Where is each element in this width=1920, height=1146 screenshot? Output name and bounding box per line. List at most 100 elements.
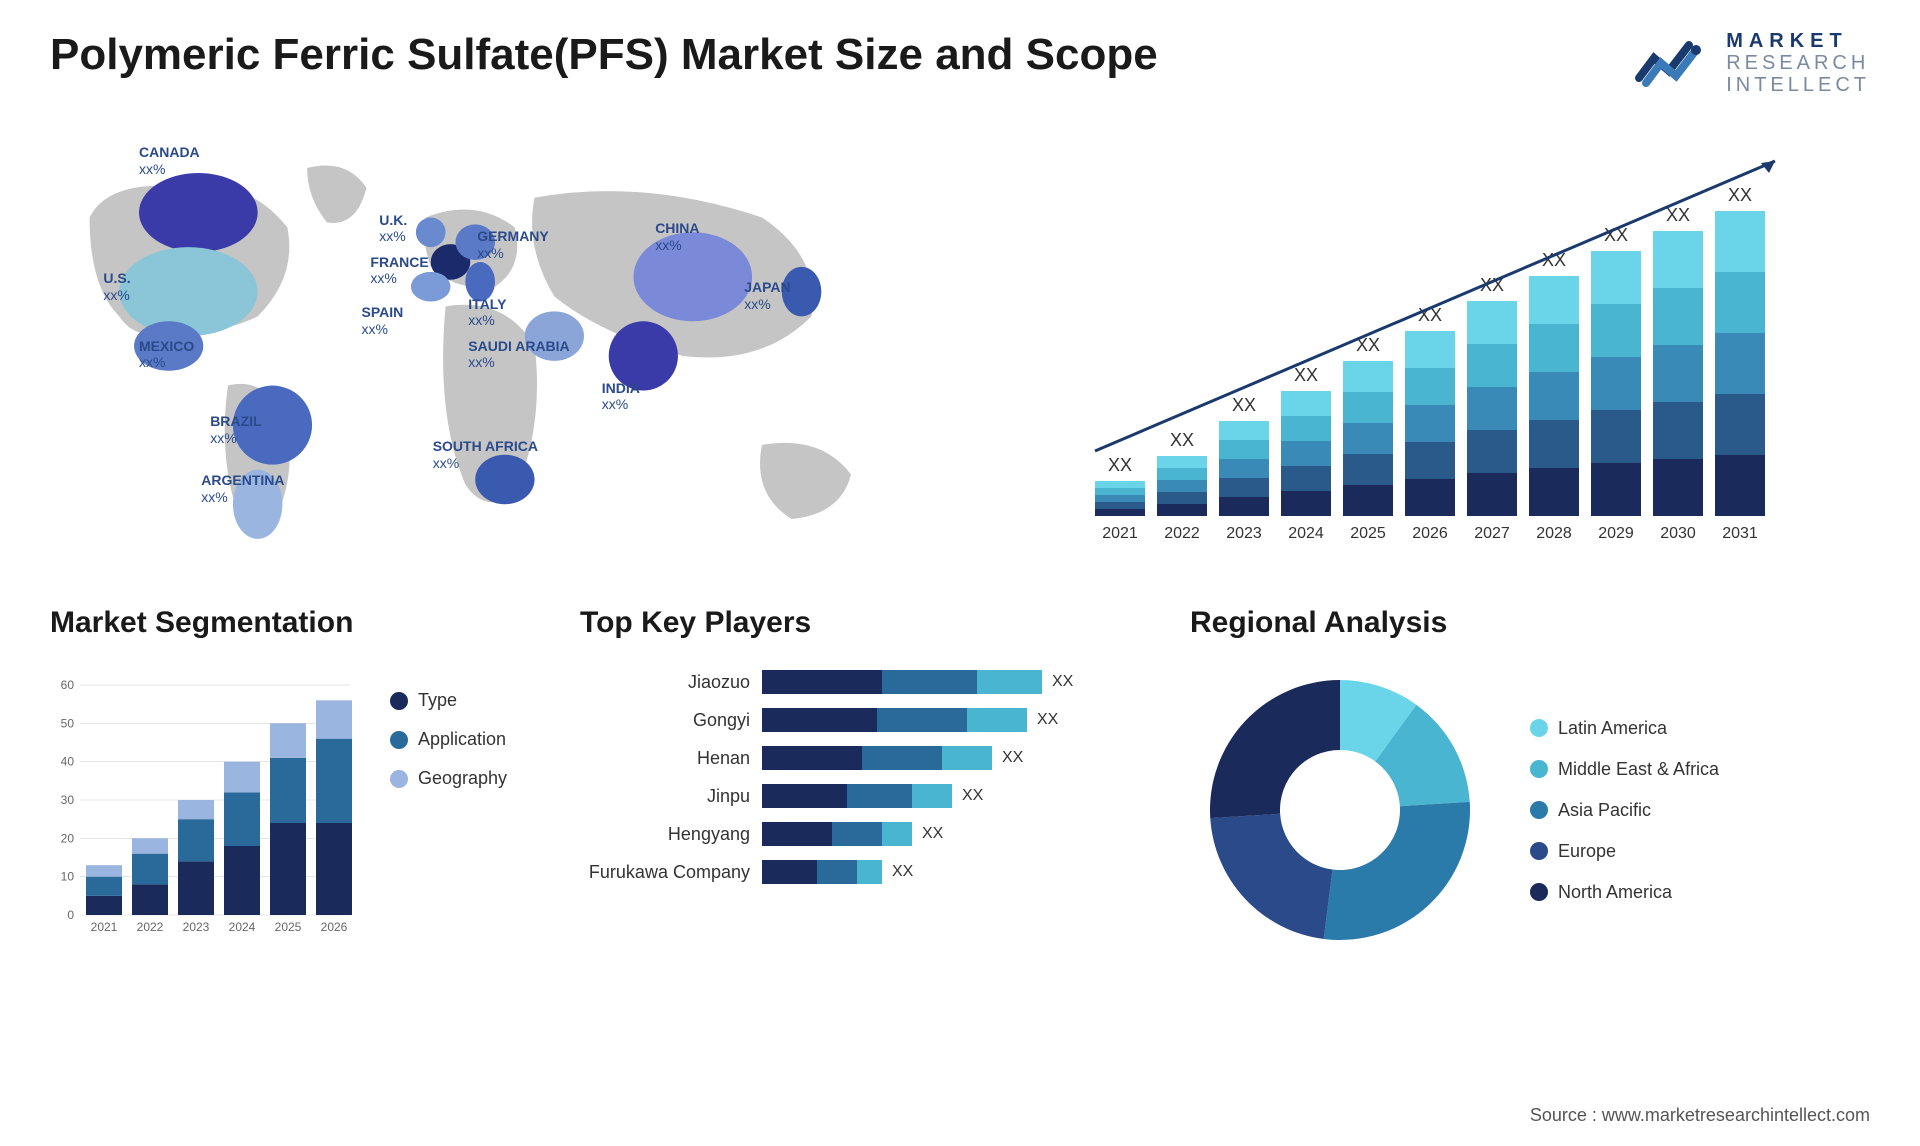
svg-text:10: 10 [61,870,75,884]
map-label-japan: JAPANxx% [744,279,790,313]
map-label-italy: ITALYxx% [468,296,506,330]
growth-bar-seg [1591,463,1641,516]
growth-bar-label: XX [1728,185,1752,205]
growth-bar-seg [1715,455,1765,516]
map-country-canada [139,173,258,252]
growth-bar-seg [1095,481,1145,488]
growth-chart-section: XX2021XX2022XX2023XX2024XX2025XX2026XX20… [980,136,1870,556]
svg-text:0: 0 [67,908,74,922]
seg-legend-item: Geography [390,768,507,789]
world-map-section: CANADAxx%U.S.xx%MEXICOxx%BRAZILxx%ARGENT… [50,136,940,556]
regional-legend: Latin AmericaMiddle East & AfricaAsia Pa… [1530,718,1719,903]
player-name: Jiaozuo [580,672,750,693]
seg-bar-seg [178,800,214,819]
logo-icon [1634,33,1714,93]
seg-bar-seg [178,819,214,861]
legend-swatch [390,731,408,749]
map-label-argentina: ARGENTINAxx% [201,472,284,506]
player-bar-seg [762,708,877,732]
svg-text:2021: 2021 [91,920,118,934]
growth-bar-seg [1343,485,1393,516]
regional-donut-chart [1190,660,1490,960]
seg-bar-seg [86,877,122,896]
growth-bar-seg [1715,211,1765,272]
segmentation-legend: TypeApplicationGeography [390,660,507,789]
growth-year-label: 2030 [1660,525,1696,542]
player-bar-seg [762,746,862,770]
growth-bar-chart: XX2021XX2022XX2023XX2024XX2025XX2026XX20… [980,156,1870,556]
svg-text:60: 60 [61,678,75,692]
growth-bar-seg [1653,459,1703,516]
player-bar-seg [832,822,882,846]
growth-bar-seg [1219,497,1269,516]
growth-bar-seg [1343,361,1393,392]
segmentation-title: Market Segmentation [50,606,530,640]
player-name: Hengyang [580,824,750,845]
player-bar-seg [882,822,912,846]
growth-bar-seg [1219,440,1269,459]
seg-bar-seg [316,700,352,738]
map-label-u.s.: U.S.xx% [103,270,130,304]
growth-bar-label: XX [1666,205,1690,225]
map-label-china: CHINAxx% [655,220,699,254]
players-bar-chart: JiaozuoXXGongyiXXHenanXXJinpuXXHengyangX… [580,660,1140,884]
growth-bar-seg [1219,478,1269,497]
map-label-spain: SPAINxx% [362,304,404,338]
logo-text-1: MARKET [1726,30,1870,52]
player-value: XX [922,825,943,843]
player-bar-seg [857,860,882,884]
svg-text:40: 40 [61,755,75,769]
seg-bar-seg [132,884,168,915]
svg-text:30: 30 [61,793,75,807]
growth-year-label: 2022 [1164,525,1200,542]
donut-slice [1324,802,1470,940]
svg-text:2023: 2023 [183,920,210,934]
map-label-saudi-arabia: SAUDI ARABIAxx% [468,338,569,372]
growth-bar-seg [1219,421,1269,440]
source-text: Source : www.marketresearchintellect.com [1530,1105,1870,1126]
player-name: Henan [580,748,750,769]
seg-bar-seg [132,854,168,885]
regional-legend-item: Middle East & Africa [1530,759,1719,780]
growth-bar-seg [1343,454,1393,485]
legend-swatch [1530,760,1548,778]
growth-bar-seg [1467,344,1517,387]
svg-text:50: 50 [61,716,75,730]
player-row: GongyiXX [580,708,1140,732]
player-bar [762,708,1027,732]
map-label-france: FRANCExx% [370,254,428,288]
growth-bar-seg [1529,372,1579,420]
legend-label: Latin America [1558,718,1667,739]
growth-bar-label: XX [1170,430,1194,450]
page-title: Polymeric Ferric Sulfate(PFS) Market Siz… [50,30,1158,80]
players-title: Top Key Players [580,606,1140,640]
seg-bar-seg [224,792,260,846]
growth-bar-seg [1157,456,1207,468]
seg-bar-seg [224,762,260,793]
legend-label: Application [418,729,506,750]
growth-bar-seg [1591,410,1641,463]
player-value: XX [892,863,913,881]
player-value: XX [1002,749,1023,767]
growth-bar-seg [1281,416,1331,441]
player-bar-seg [912,784,952,808]
map-country-u.k. [416,217,446,247]
growth-year-label: 2028 [1536,525,1572,542]
player-bar-seg [942,746,992,770]
player-bar [762,670,1042,694]
donut-slice [1210,814,1332,939]
regional-section: Regional Analysis Latin AmericaMiddle Ea… [1190,606,1870,966]
map-label-canada: CANADAxx% [139,144,200,178]
growth-bar-seg [1467,473,1517,516]
growth-bar-seg [1653,345,1703,402]
growth-bar-seg [1467,430,1517,473]
growth-bar-seg [1653,288,1703,345]
growth-bar-seg [1405,442,1455,479]
player-row: JiaozuoXX [580,670,1140,694]
growth-bar-seg [1405,368,1455,405]
seg-bar-seg [270,723,306,758]
segmentation-bar-chart: 0102030405060202120222023202420252026 [50,660,360,940]
regional-legend-item: North America [1530,882,1719,903]
regional-legend-item: Europe [1530,841,1719,862]
seg-bar-seg [86,896,122,915]
